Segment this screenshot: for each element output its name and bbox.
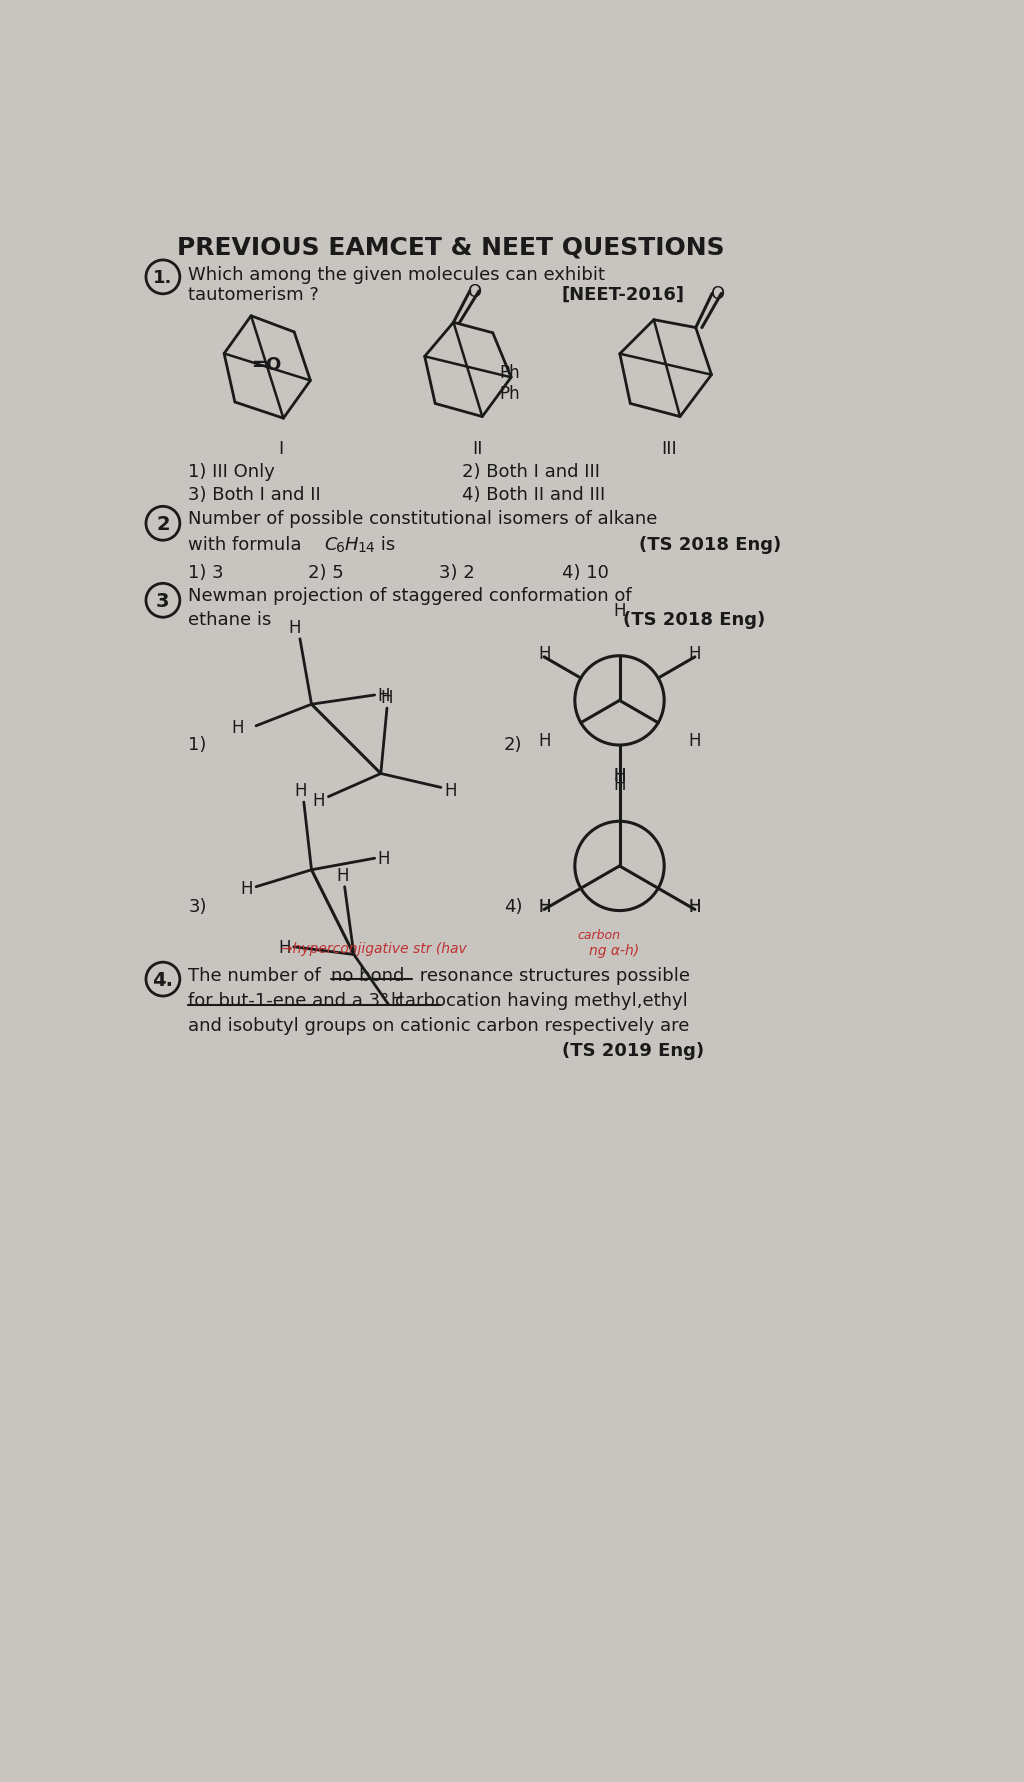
Text: 3): 3) (188, 896, 207, 916)
Text: H: H (538, 896, 551, 916)
Text: 3: 3 (156, 592, 170, 611)
Text: 4): 4) (504, 896, 522, 916)
Text: I: I (279, 440, 284, 458)
Text: H: H (377, 686, 389, 704)
Text: 6: 6 (336, 542, 345, 554)
Text: H: H (313, 791, 326, 811)
Text: H: H (613, 766, 626, 784)
Text: 3) 2: 3) 2 (438, 563, 474, 583)
Text: (TS 2019 Eng): (TS 2019 Eng) (562, 1041, 703, 1059)
Text: III: III (662, 440, 678, 458)
Text: Ph: Ph (499, 364, 519, 381)
Text: O: O (711, 285, 725, 303)
Text: H: H (391, 991, 403, 1009)
Text: 2) 5: 2) 5 (307, 563, 343, 583)
Text: 4) 10: 4) 10 (562, 563, 608, 583)
Text: H: H (295, 782, 307, 800)
Text: H: H (613, 766, 626, 784)
Text: O: O (468, 283, 482, 301)
Text: tautomerism ?: tautomerism ? (188, 285, 319, 303)
Text: Ph: Ph (499, 385, 519, 403)
Text: The number of: The number of (188, 966, 327, 984)
Text: PREVIOUS EAMCET & NEET QUESTIONS: PREVIOUS EAMCET & NEET QUESTIONS (177, 235, 724, 260)
Text: carbon: carbon (578, 928, 621, 941)
Text: 2: 2 (156, 515, 170, 533)
Text: H: H (688, 896, 701, 916)
Text: (TS 2018 Eng): (TS 2018 Eng) (624, 609, 766, 629)
Text: for but-1-ene and a 3° carbocation having methyl,ethyl: for but-1-ene and a 3° carbocation havin… (188, 993, 688, 1010)
Text: H: H (241, 880, 253, 898)
Text: H: H (337, 866, 349, 884)
Text: 4.: 4. (153, 969, 173, 989)
Text: H: H (538, 732, 551, 750)
Text: H: H (378, 850, 390, 868)
Text: =O: =O (251, 356, 282, 374)
Text: H: H (279, 939, 291, 957)
Text: H: H (381, 688, 393, 706)
Text: →hyperconjigative str (hav: →hyperconjigative str (hav (281, 941, 467, 955)
Text: [NEET-2016]: [NEET-2016] (562, 285, 685, 303)
Text: no bond: no bond (331, 966, 404, 984)
Text: H: H (231, 718, 244, 738)
Text: H: H (538, 645, 551, 663)
Text: H: H (444, 782, 457, 800)
Text: (TS 2018 Eng): (TS 2018 Eng) (639, 536, 781, 554)
Text: H: H (688, 896, 701, 916)
Text: with formula: with formula (188, 536, 307, 554)
Text: 2): 2) (504, 736, 522, 754)
Text: is: is (376, 536, 395, 554)
Text: C: C (325, 536, 337, 554)
Text: 1) III Only: 1) III Only (188, 462, 275, 481)
Text: H: H (688, 645, 701, 663)
Text: ethane is: ethane is (188, 609, 271, 629)
Text: and isobutyl groups on cationic carbon respectively are: and isobutyl groups on cationic carbon r… (188, 1016, 690, 1035)
Text: II: II (472, 440, 482, 458)
Text: 1.: 1. (154, 269, 173, 287)
Text: resonance structures possible: resonance structures possible (414, 966, 690, 984)
Text: Number of possible constitutional isomers of alkane: Number of possible constitutional isomer… (188, 510, 657, 527)
Text: Newman projection of staggered conformation of: Newman projection of staggered conformat… (188, 586, 632, 606)
Text: 3) Both I and II: 3) Both I and II (188, 485, 322, 504)
Text: 4) Both II and III: 4) Both II and III (462, 485, 605, 504)
Text: Which among the given molecules can exhibit: Which among the given molecules can exhi… (188, 266, 605, 283)
Text: H: H (289, 618, 301, 638)
Text: 1): 1) (188, 736, 207, 754)
Text: H: H (538, 896, 551, 916)
Text: 2) Both I and III: 2) Both I and III (462, 462, 600, 481)
Text: ng α-h): ng α-h) (589, 943, 639, 957)
Text: H: H (613, 775, 626, 793)
Text: 1) 3: 1) 3 (188, 563, 224, 583)
Text: 14: 14 (357, 542, 376, 554)
Text: H: H (613, 601, 626, 618)
Text: H: H (688, 732, 701, 750)
Text: H: H (345, 536, 358, 554)
